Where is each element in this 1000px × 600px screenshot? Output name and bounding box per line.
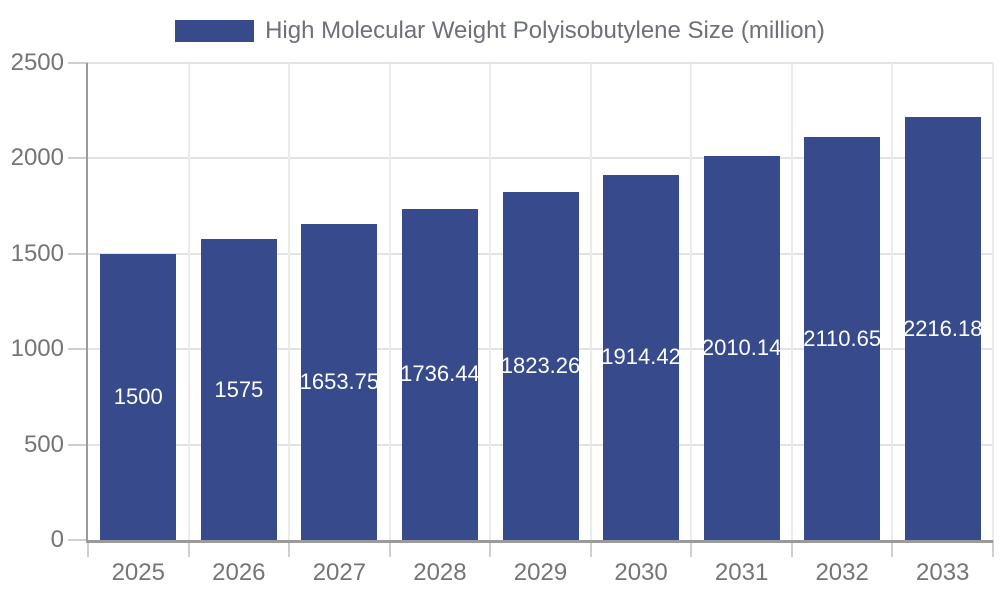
grid-line-vertical <box>891 63 894 540</box>
y-axis-tick <box>68 62 88 64</box>
legend: High Molecular Weight Polyisobutylene Si… <box>0 17 1000 45</box>
grid-line-horizontal <box>88 62 993 64</box>
bar-value-label: 1736.44 <box>401 361 478 387</box>
y-axis-label: 0 <box>50 526 64 553</box>
grid-line-vertical <box>690 63 693 540</box>
legend-swatch <box>175 20 255 42</box>
bar-value-label: 2010.14 <box>703 335 780 361</box>
x-axis-tick <box>790 540 793 557</box>
y-axis-label: 2000 <box>10 144 64 172</box>
y-axis-label: 500 <box>23 430 64 458</box>
y-axis-tick <box>68 539 88 541</box>
grid-line-vertical <box>790 63 793 540</box>
y-axis-tick <box>68 443 88 446</box>
x-axis-label: 2031 <box>714 559 769 586</box>
bar: 1575 <box>200 239 277 540</box>
x-axis-tick <box>992 540 994 557</box>
y-axis-tick <box>68 252 88 255</box>
y-axis-line <box>86 63 88 540</box>
x-axis-label: 2025 <box>111 559 165 586</box>
x-axis-tick <box>589 540 592 557</box>
x-axis-label: 2033 <box>916 559 970 586</box>
bar: 1914.42 <box>603 174 680 540</box>
x-axis-label: 2030 <box>614 559 668 586</box>
bar: 2216.18 <box>904 117 981 540</box>
bar-value-label: 1575 <box>214 376 264 402</box>
y-axis-tick <box>68 348 88 351</box>
y-axis-tick <box>68 157 88 160</box>
x-axis-line <box>86 540 993 543</box>
x-axis-tick <box>891 540 894 557</box>
grid-line-vertical <box>992 63 994 540</box>
bar: 2110.65 <box>804 137 881 540</box>
legend-item[interactable]: High Molecular Weight Polyisobutylene Si… <box>175 17 825 45</box>
y-axis-label: 1000 <box>10 335 64 363</box>
grid-line-horizontal <box>88 157 993 160</box>
x-axis-label: 2029 <box>513 559 568 586</box>
bar-value-label: 1653.75 <box>301 369 378 395</box>
x-axis-tick <box>690 540 693 557</box>
grid-line-vertical <box>288 63 291 540</box>
bar: 1823.26 <box>502 192 579 540</box>
x-axis-label: 2027 <box>312 559 367 586</box>
bar: 1653.75 <box>301 224 378 540</box>
bar-value-label: 2110.65 <box>804 325 881 351</box>
y-axis-label: 1500 <box>10 239 64 267</box>
bar-value-label: 1823.26 <box>502 353 579 379</box>
bar: 1500 <box>100 253 177 540</box>
bar-value-label: 2216.18 <box>904 315 981 341</box>
grid-line-vertical <box>388 63 391 540</box>
x-axis-label: 2026 <box>212 559 266 586</box>
bar-value-label: 1914.42 <box>603 344 680 370</box>
x-axis-tick <box>388 540 391 557</box>
x-axis-label: 2032 <box>815 559 869 586</box>
grid-line-vertical <box>489 63 492 540</box>
bar-value-label: 1500 <box>113 383 163 409</box>
x-axis-tick <box>187 540 190 557</box>
bar: 2010.14 <box>703 156 780 540</box>
x-axis-label: 2028 <box>413 559 467 586</box>
grid-line-vertical <box>187 63 190 540</box>
legend-label: High Molecular Weight Polyisobutylene Si… <box>265 17 825 44</box>
plot-area: 1500 1575 1653.75 1736.44 1823.26 1914.42 2010… <box>88 62 994 540</box>
grid-line-vertical <box>589 63 592 540</box>
y-axis-label: 2500 <box>10 49 64 76</box>
bar: 1736.44 <box>401 208 478 540</box>
x-axis-tick <box>87 540 89 557</box>
x-axis-tick <box>288 540 291 557</box>
x-axis-tick <box>489 540 492 557</box>
